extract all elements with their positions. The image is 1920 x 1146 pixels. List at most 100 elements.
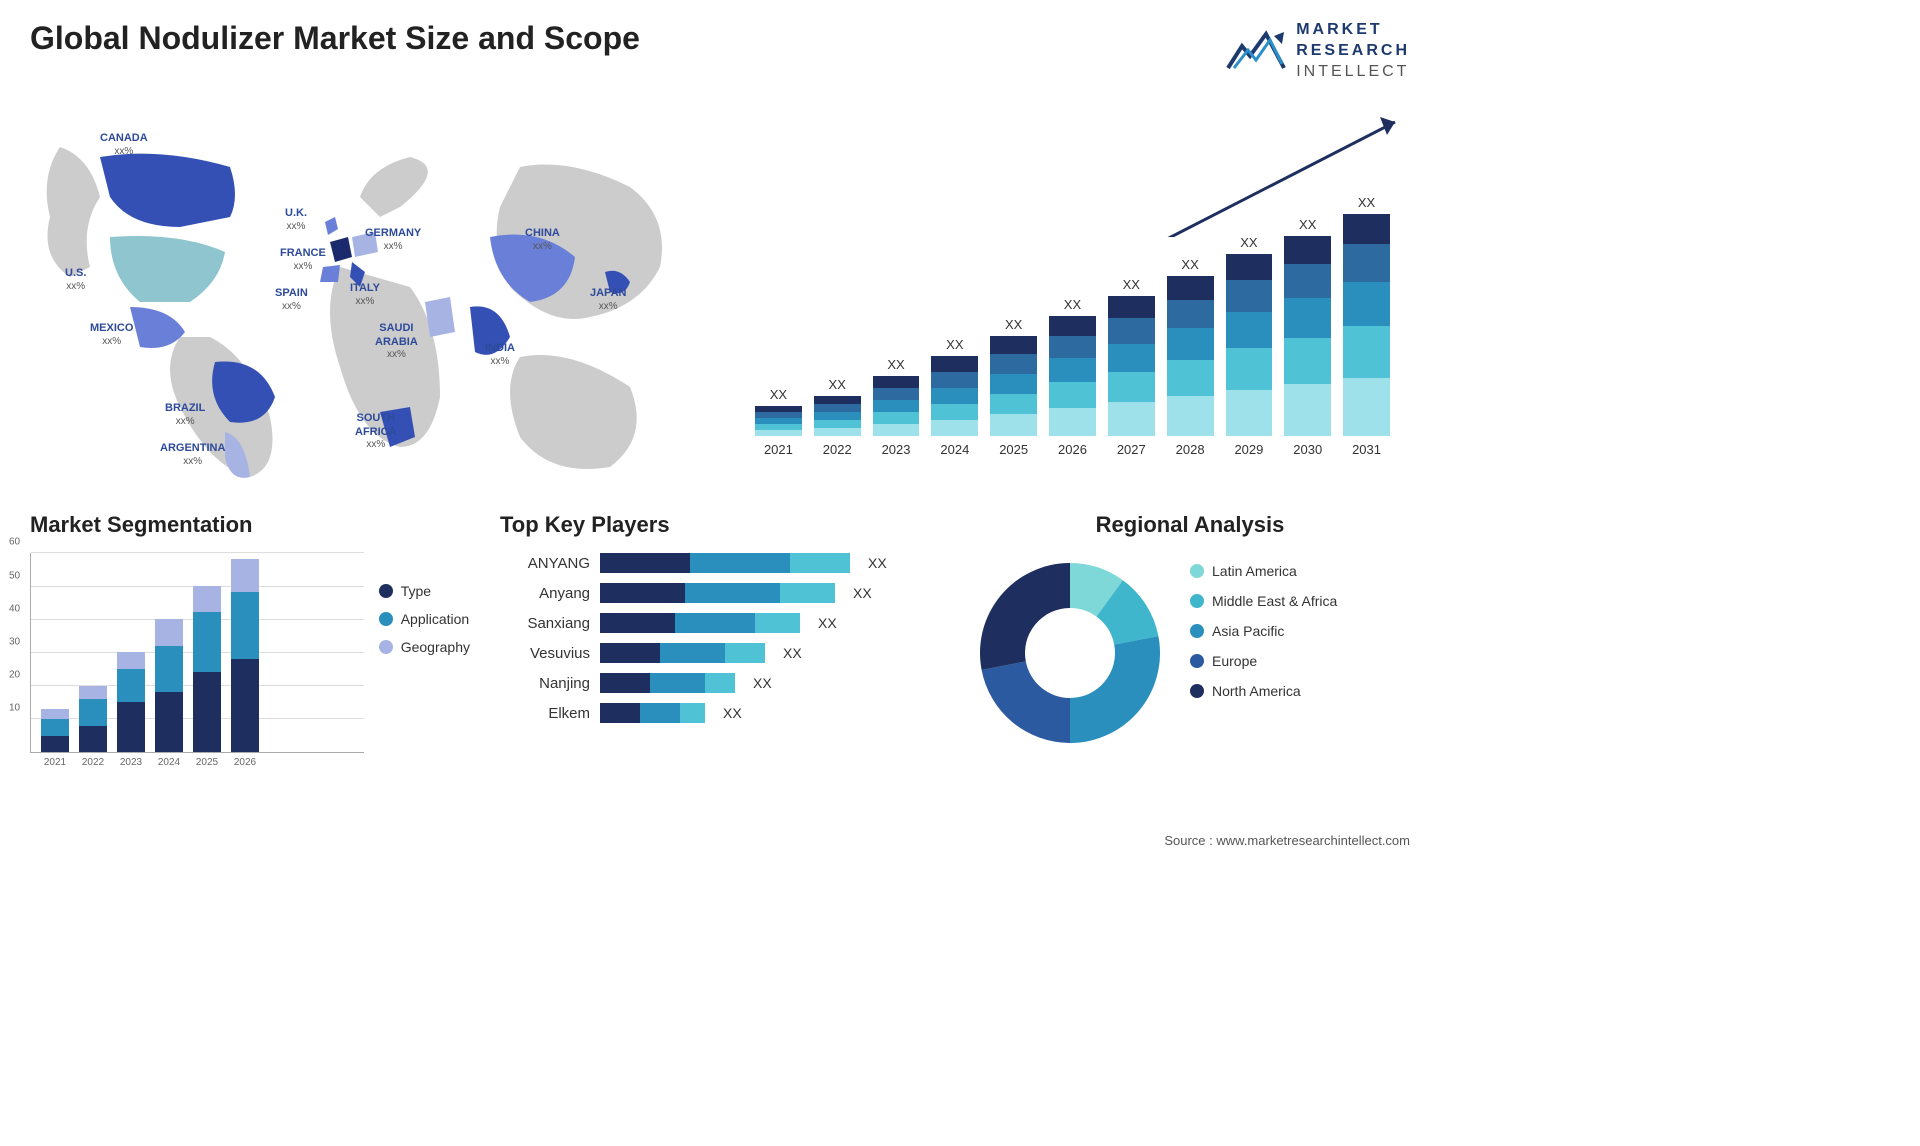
legend-label: Middle East & Africa (1212, 593, 1337, 609)
map-label: CHINAxx% (525, 227, 560, 252)
key-player-bar (600, 673, 735, 693)
growth-bar-toplabel: XX (829, 377, 846, 392)
key-player-name: ANYANG (500, 555, 590, 572)
seg-bar (41, 709, 69, 752)
growth-bar-seg (1049, 316, 1096, 336)
map-label: SOUTHAFRICAxx% (355, 412, 397, 450)
map-saudi (425, 297, 455, 337)
growth-bar-seg (1108, 296, 1155, 318)
key-player-name: Elkem (500, 705, 590, 722)
map-canada (100, 154, 235, 227)
source-text: Source : www.marketresearchintellect.com (1164, 833, 1410, 848)
key-player-bar (600, 613, 800, 633)
regional-legend-item: Middle East & Africa (1190, 593, 1337, 609)
key-player-bar (600, 583, 835, 603)
key-player-name: Sanxiang (500, 615, 590, 632)
segmentation-panel: Market Segmentation 10203040506020212022… (30, 512, 470, 753)
growth-bar-year: 2030 (1293, 442, 1322, 457)
growth-bar: XX2027 (1108, 277, 1155, 457)
key-player-bar-seg (690, 553, 790, 573)
key-player-name: Nanjing (500, 675, 590, 692)
seg-legend-item: Application (379, 611, 470, 627)
legend-label: Asia Pacific (1212, 623, 1284, 639)
page-title: Global Nodulizer Market Size and Scope (30, 20, 640, 57)
growth-bar-year: 2021 (764, 442, 793, 457)
growth-bar-year: 2027 (1117, 442, 1146, 457)
seg-xlabel: 2026 (234, 757, 256, 768)
growth-bar-seg (1167, 396, 1214, 436)
seg-bar (79, 686, 107, 753)
key-player-row: ElkemXX (500, 703, 940, 723)
key-player-bar-seg (705, 673, 735, 693)
legend-label: North America (1212, 683, 1301, 699)
growth-bar-seg (931, 404, 978, 420)
seg-bar (117, 652, 145, 752)
growth-bar-seg (873, 388, 920, 400)
growth-bar-seg (814, 396, 861, 404)
map-label: SAUDIARABIAxx% (375, 322, 418, 360)
key-player-value: XX (753, 675, 772, 691)
growth-bar-seg (873, 412, 920, 424)
growth-bar-toplabel: XX (1240, 235, 1257, 250)
seg-bar (193, 586, 221, 753)
legend-dot (1190, 564, 1204, 578)
growth-bar-seg (1108, 402, 1155, 436)
growth-bar-year: 2024 (940, 442, 969, 457)
seg-bar (231, 559, 259, 752)
map-label: JAPANxx% (590, 287, 626, 312)
growth-bar-seg (1284, 236, 1331, 264)
key-player-bar-seg (790, 553, 850, 573)
key-player-name: Anyang (500, 585, 590, 602)
key-player-value: XX (868, 555, 887, 571)
growth-bar: XX2029 (1226, 235, 1273, 457)
donut-slice (982, 662, 1070, 744)
world-map: CANADAxx%U.S.xx%MEXICOxx%BRAZILxx%ARGENT… (30, 107, 705, 487)
growth-bar-seg (1108, 318, 1155, 344)
growth-bar-toplabel: XX (1299, 217, 1316, 232)
growth-bar-year: 2031 (1352, 442, 1381, 457)
growth-bar-toplabel: XX (1064, 297, 1081, 312)
seg-ylabel: 40 (9, 603, 20, 614)
legend-dot (379, 584, 393, 598)
key-player-bar-seg (600, 673, 650, 693)
growth-bar: XX 2030 (1284, 217, 1331, 457)
seg-bar-seg (117, 669, 145, 702)
key-player-value: XX (783, 645, 802, 661)
map-label: INDIAxx% (485, 342, 515, 367)
growth-bar-seg (1343, 378, 1390, 436)
growth-bar-seg (1226, 254, 1273, 280)
growth-chart: XX2021XX2022XX2023XX2024XX2025XX2026XX20… (735, 107, 1410, 487)
seg-legend-item: Geography (379, 639, 470, 655)
growth-bar-year: 2023 (882, 442, 911, 457)
growth-bar-seg (755, 430, 802, 436)
key-player-bar-seg (600, 643, 660, 663)
map-label: SPAINxx% (275, 287, 308, 312)
growth-bar-toplabel: XX (770, 387, 787, 402)
key-player-bar-seg (680, 703, 705, 723)
map-label: U.S.xx% (65, 267, 86, 292)
logo-text: MARKET RESEARCH INTELLECT (1296, 20, 1410, 82)
seg-gridline (31, 552, 364, 553)
growth-bar-toplabel: XX (946, 337, 963, 352)
growth-bar-seg (1343, 282, 1390, 326)
key-player-bar-seg (650, 673, 705, 693)
legend-label: Type (401, 583, 431, 599)
map-label: ITALYxx% (350, 282, 380, 307)
key-player-row: ANYANG XX (500, 553, 940, 573)
key-player-row: VesuviusXX (500, 643, 940, 663)
seg-ylabel: 50 (9, 570, 20, 581)
key-player-bar-seg (685, 583, 780, 603)
key-player-value: XX (853, 585, 872, 601)
regional-donut (970, 553, 1170, 753)
seg-bar-seg (155, 692, 183, 752)
growth-bar: XX 2024 (931, 337, 978, 457)
logo: MARKET RESEARCH INTELLECT (1226, 20, 1410, 82)
map-uk (325, 217, 338, 235)
map-mexico (130, 307, 185, 348)
growth-bar-seg (873, 424, 920, 436)
key-players-chart: ANYANGXXAnyangXXSanxiangXXVesuviusXXNanj… (500, 553, 940, 723)
seg-xlabel: 2025 (196, 757, 218, 768)
growth-bar-seg (931, 372, 978, 388)
map-us (110, 236, 225, 302)
seg-ylabel: 20 (9, 670, 20, 681)
